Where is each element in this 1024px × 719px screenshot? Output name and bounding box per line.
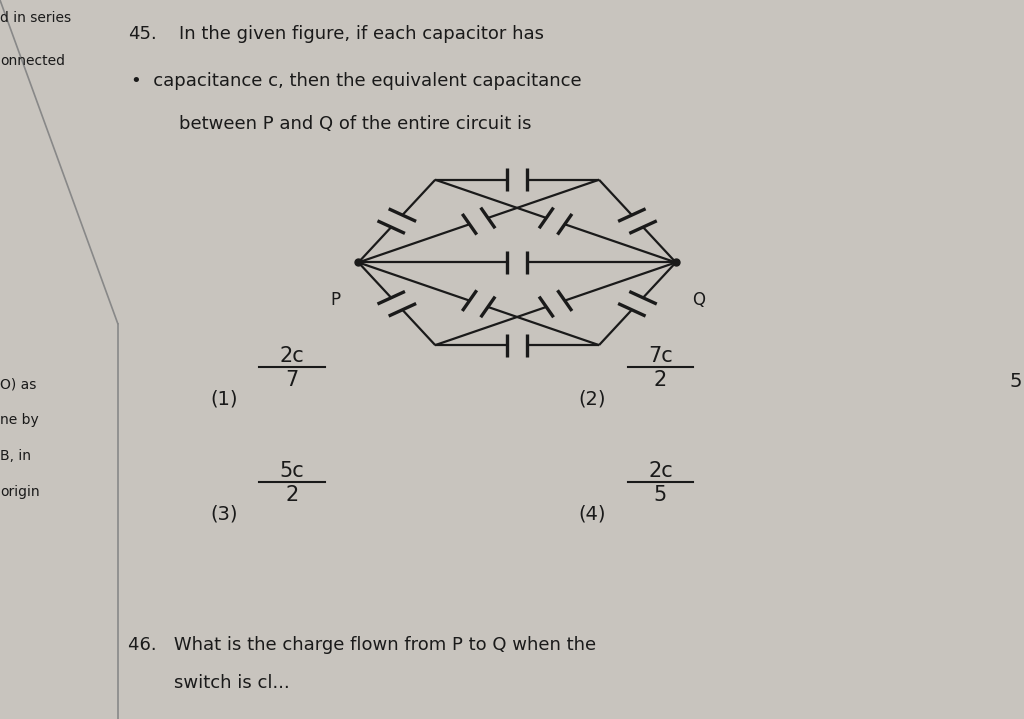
Text: 2: 2 <box>286 485 298 505</box>
Text: switch is cl...: switch is cl... <box>128 674 290 692</box>
Text: 7: 7 <box>286 370 298 390</box>
Text: between P and Q of the entire circuit is: between P and Q of the entire circuit is <box>179 115 531 133</box>
Text: 45.: 45. <box>128 25 157 43</box>
Text: (3): (3) <box>210 505 238 523</box>
Text: 2: 2 <box>654 370 667 390</box>
Text: (1): (1) <box>210 390 238 408</box>
Text: 2c: 2c <box>280 346 304 366</box>
Text: O) as: O) as <box>0 377 37 391</box>
Text: (4): (4) <box>579 505 606 523</box>
Text: (2): (2) <box>579 390 606 408</box>
Text: •  capacitance c, then the equivalent capacitance: • capacitance c, then the equivalent cap… <box>131 72 582 90</box>
Text: Q: Q <box>692 291 705 309</box>
Text: 7c: 7c <box>648 346 673 366</box>
Text: 5c: 5c <box>280 461 304 481</box>
Text: ne by: ne by <box>0 413 39 427</box>
Text: B, in: B, in <box>0 449 31 463</box>
Text: In the given figure, if each capacitor has: In the given figure, if each capacitor h… <box>179 25 544 43</box>
Text: 5: 5 <box>654 485 667 505</box>
Text: origin: origin <box>0 485 40 499</box>
Text: 5: 5 <box>1010 372 1022 390</box>
Text: 46.   What is the charge flown from P to Q when the: 46. What is the charge flown from P to Q… <box>128 636 596 654</box>
Text: onnected: onnected <box>0 54 65 68</box>
Text: P: P <box>331 291 341 309</box>
Text: d in series: d in series <box>0 11 71 24</box>
Text: 2c: 2c <box>648 461 673 481</box>
